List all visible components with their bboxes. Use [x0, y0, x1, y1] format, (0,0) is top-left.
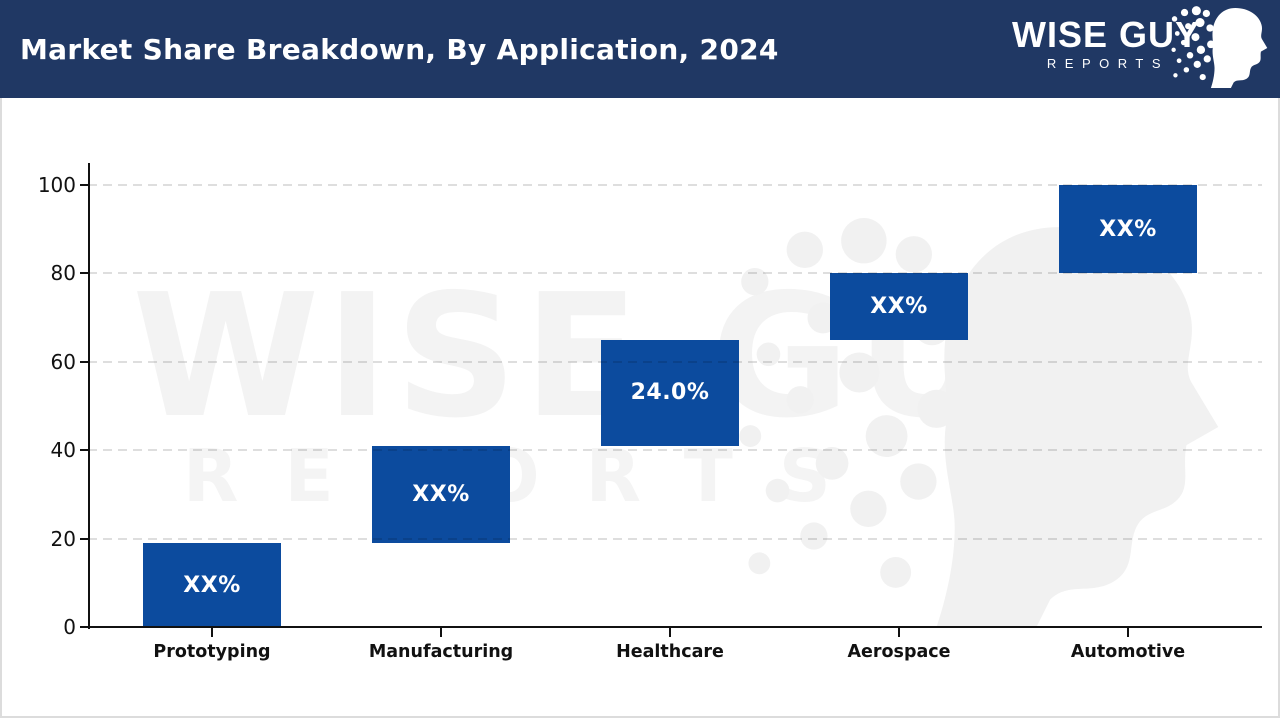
bar-prototyping [143, 543, 281, 627]
bar-aerospace [830, 273, 968, 340]
page-border-right [1278, 98, 1280, 718]
x-tick-label-healthcare: Healthcare [616, 642, 724, 662]
brand-name: WISE GUY [1011, 14, 1200, 55]
page-border-bottom [0, 716, 1280, 718]
x-tick-label-automotive: Automotive [1070, 642, 1186, 662]
bar-healthcare [601, 339, 739, 446]
header: Market Share Breakdown, By Application, … [0, 0, 1280, 98]
gridline-20 [88, 537, 1262, 540]
y-tick-label-100: 100 [37, 173, 76, 198]
y-tick-label-80: 80 [50, 261, 76, 286]
gridline-40 [88, 449, 1262, 452]
brand-subtitle: REPORTS [1046, 56, 1170, 71]
y-tick-60 [80, 360, 88, 363]
x-tick-label-manufacturing: Manufacturing [368, 642, 514, 662]
x-tick-aerospace [898, 628, 900, 637]
y-tick-20 [80, 537, 88, 540]
y-tick-label-20: 20 [50, 526, 76, 551]
gridline-100 [88, 184, 1262, 187]
bar-value-label: XX% [1099, 216, 1157, 242]
y-tick-label-40: 40 [50, 438, 76, 463]
y-tick-80 [80, 272, 88, 275]
gridline-60 [88, 360, 1262, 363]
x-axis-spine [88, 626, 1262, 628]
x-tick-prototyping [211, 628, 213, 637]
gridline-80 [88, 272, 1262, 275]
x-tick-label-aerospace: Aerospace [847, 642, 951, 662]
bar-automotive [1059, 185, 1197, 274]
y-axis-spine [88, 163, 90, 629]
page-border-left [0, 98, 2, 718]
bar-value-label: XX% [183, 572, 241, 598]
bar-value-label: XX% [870, 294, 928, 320]
brand-face-icon [1171, 6, 1268, 88]
y-tick-label-0: 0 [63, 615, 76, 639]
brand-text: WISE GUY REPORTS [1011, 14, 1200, 72]
bar-value-label: 24.0% [630, 380, 710, 406]
x-tick-manufacturing [440, 628, 442, 637]
y-tick-100 [80, 184, 88, 187]
x-tick-healthcare [669, 628, 671, 637]
brand-logo: WISE GUY REPORTS [972, 0, 1272, 98]
x-tick-automotive [1127, 628, 1129, 637]
bar-manufacturing [372, 445, 510, 544]
y-tick-40 [80, 449, 88, 452]
chart-title: Market Share Breakdown, By Application, … [20, 32, 779, 66]
x-tick-label-prototyping: Prototyping [153, 642, 271, 662]
y-tick-0 [80, 626, 88, 628]
bar-value-label: XX% [412, 481, 470, 507]
y-tick-label-60: 60 [50, 349, 76, 374]
